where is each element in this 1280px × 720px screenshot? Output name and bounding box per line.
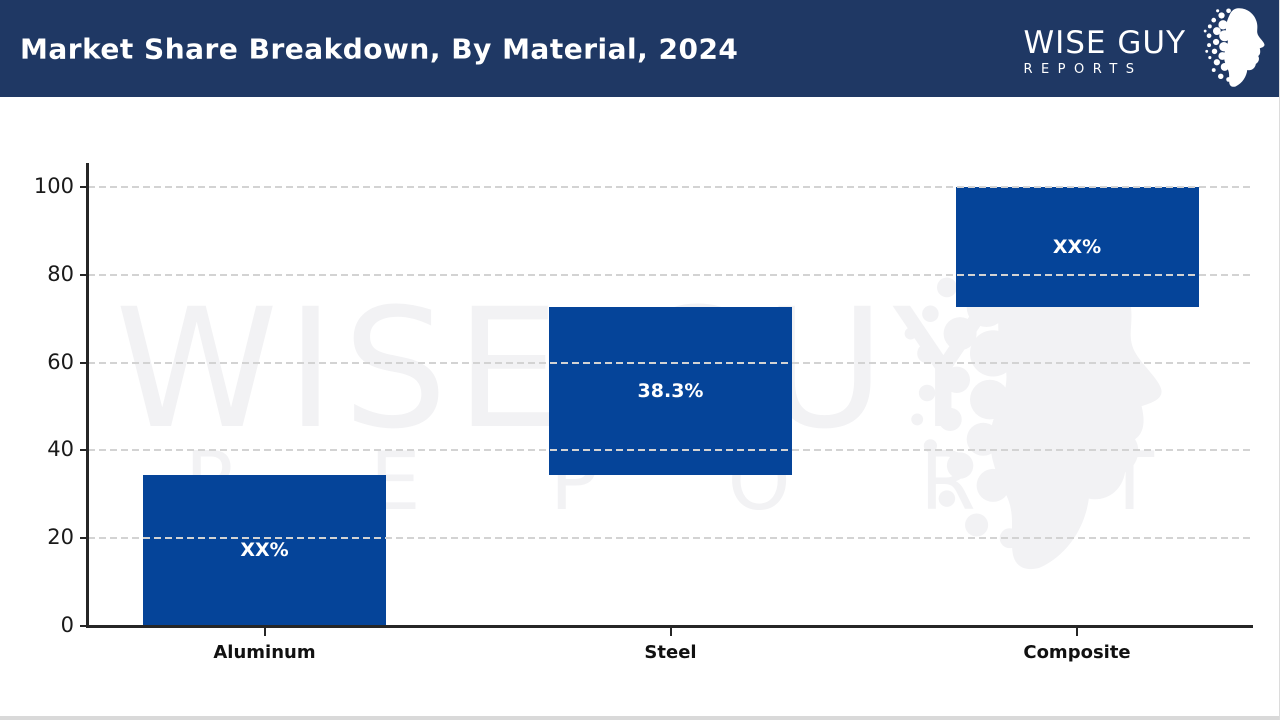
plot-area: XX% 38.3% XX% 0 20 40 60 80 100 Aluminum Steel Comp… [0,97,1279,716]
y-tick-label: 0 [60,613,74,637]
y-axis-line [86,163,89,628]
page-title: Market Share Breakdown, By Material, 202… [20,32,739,65]
gridline [88,537,1253,540]
y-tick-mark [80,449,88,452]
x-tick-label: Steel [644,642,697,663]
x-axis-line [86,625,1253,628]
x-tick-mark [669,628,672,636]
y-tick-label: 100 [33,174,74,198]
bar-value-label: XX% [1052,235,1102,258]
footer-strip [0,716,1279,720]
y-tick-mark [80,273,88,276]
brand-name: WISE GUY [1023,25,1186,62]
y-tick-mark [80,186,88,188]
brand-logo: WISE GUY REPORTS [1023,6,1266,92]
header-bar: Market Share Breakdown, By Material, 202… [0,0,1279,97]
gridline [88,361,1253,364]
brand-head-icon [1188,6,1266,92]
gridline [88,186,1253,188]
x-tick-mark [1076,628,1078,636]
gridline [88,273,1253,276]
y-tick-label: 80 [47,261,74,286]
x-tick-mark [263,628,266,636]
bar: XX% [143,474,386,626]
bar-value-label: XX% [240,539,289,562]
y-tick-label: 20 [47,525,74,550]
y-tick-mark [80,625,88,627]
chart-canvas: WISE GUY R E P O R T S XX% 38.3% XX% 0 20 40 6… [0,97,1279,716]
bar: XX% [955,187,1199,307]
y-tick-mark [80,537,88,540]
y-tick-mark [80,361,88,364]
gridline [88,449,1253,452]
y-tick-label: 60 [47,349,74,374]
bar-value-label: 38.3% [637,379,704,402]
y-tick-label: 40 [47,437,74,462]
bar: 38.3% [549,306,792,475]
brand-text: WISE GUY REPORTS [1023,27,1186,77]
x-tick-label: Composite [1023,642,1131,663]
brand-subtitle: REPORTS [1023,61,1143,77]
x-tick-label: Aluminum [213,642,316,663]
